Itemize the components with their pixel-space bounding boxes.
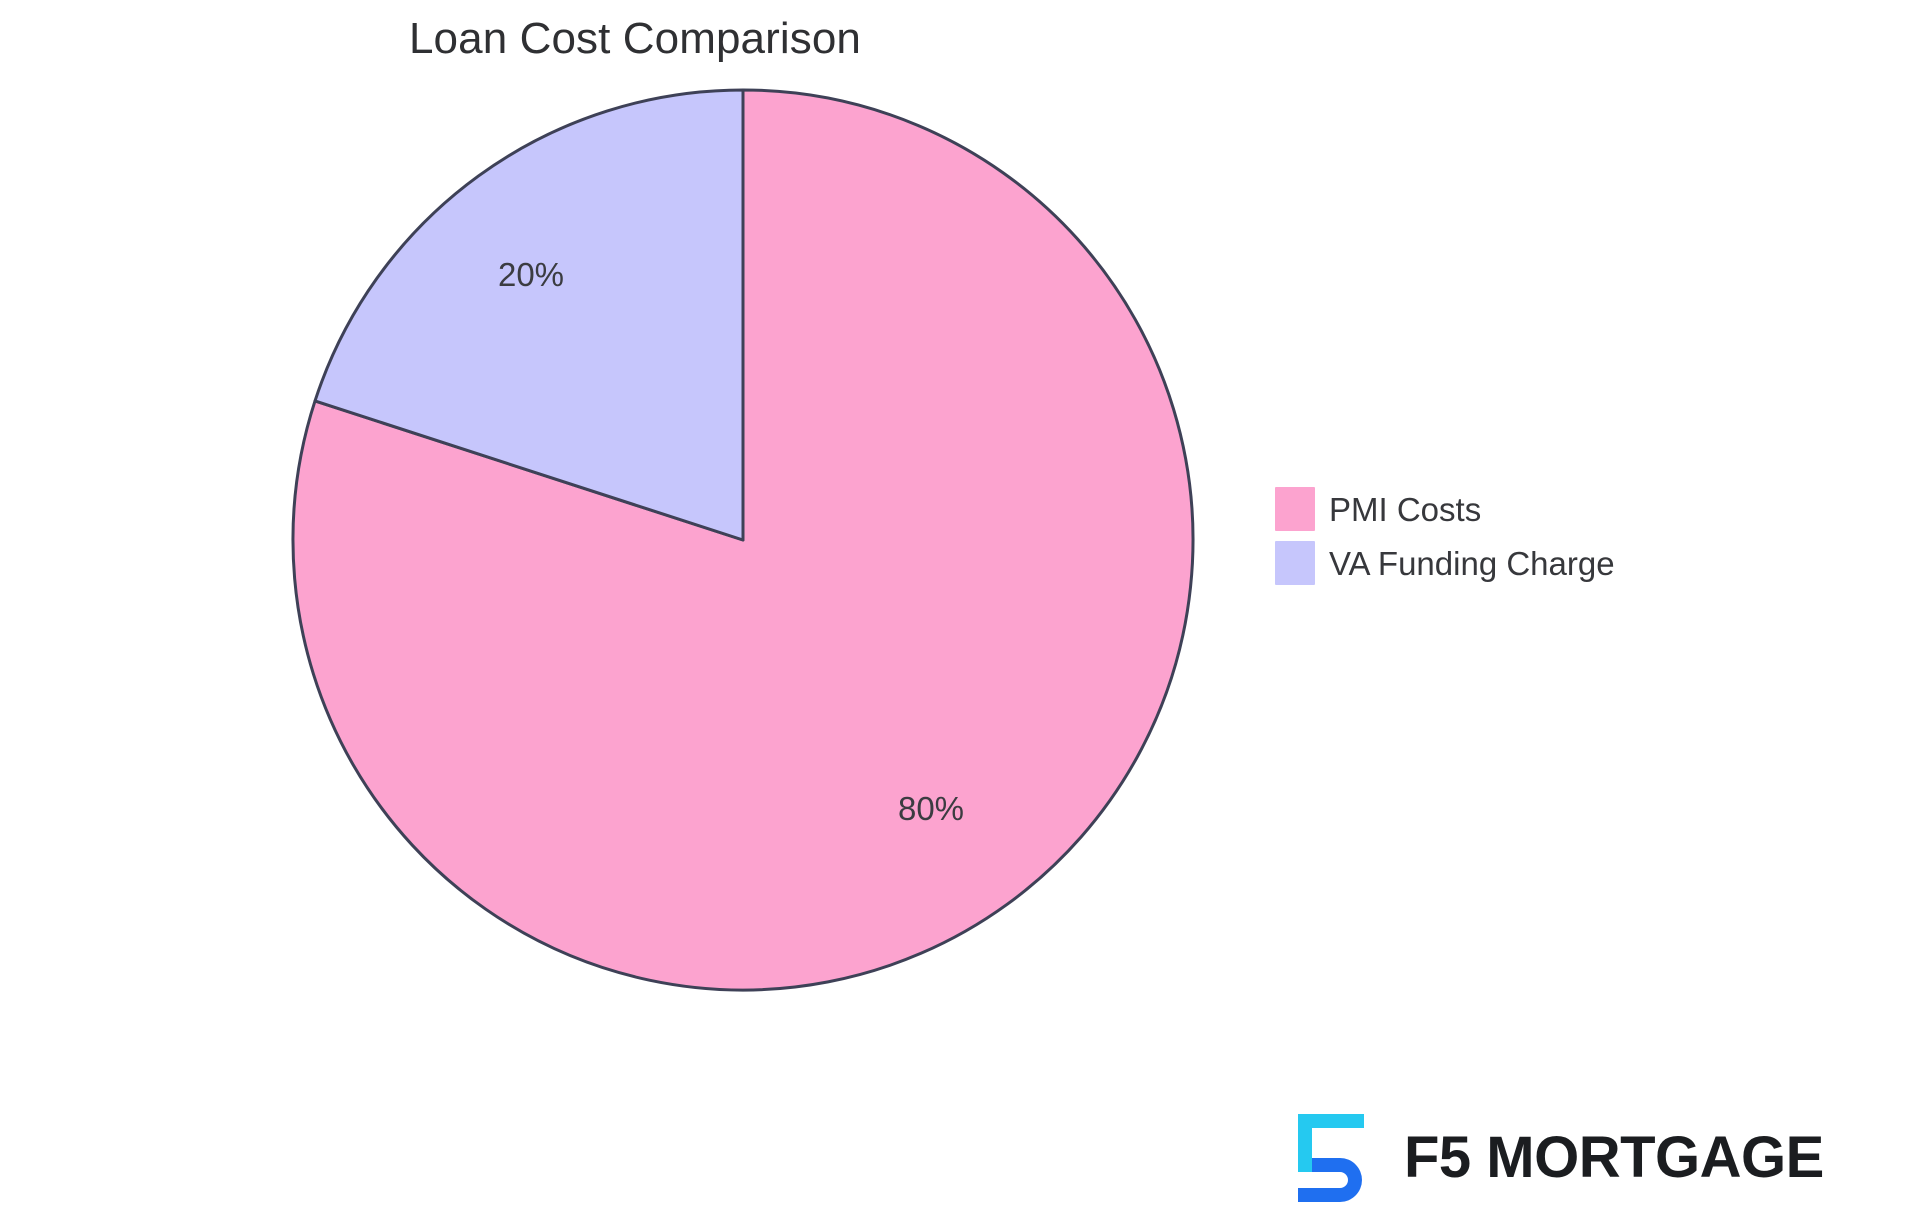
brand-wordmark: F5 MORTGAGE: [1404, 1125, 1824, 1190]
legend-item-va-funding-charge[interactable]: VA Funding Charge: [1275, 541, 1615, 585]
pie-slice-va-funding-charge[interactable]: [313, 88, 745, 542]
pie-chart: 20% 80%: [283, 80, 1203, 1000]
brand-logo: F5 MORTGAGE: [1296, 1112, 1824, 1204]
chart-legend: PMI Costs VA Funding Charge: [1275, 487, 1615, 585]
pie-slice-label-pmi-costs: 80%: [898, 790, 964, 827]
legend-item-pmi-costs[interactable]: PMI Costs: [1275, 487, 1615, 531]
pie-chart-svg: 20% 80%: [291, 88, 1195, 992]
legend-swatch-va-funding-charge: [1275, 541, 1315, 585]
f5-logo-icon: [1298, 1114, 1364, 1202]
pie-slice-label-va-funding-charge: 20%: [498, 256, 564, 293]
page-title: Loan Cost Comparison: [408, 14, 861, 63]
legend-label-va-funding-charge: VA Funding Charge: [1329, 544, 1615, 582]
legend-label-pmi-costs: PMI Costs: [1329, 490, 1482, 528]
legend-swatch-pmi-costs: [1275, 487, 1315, 531]
